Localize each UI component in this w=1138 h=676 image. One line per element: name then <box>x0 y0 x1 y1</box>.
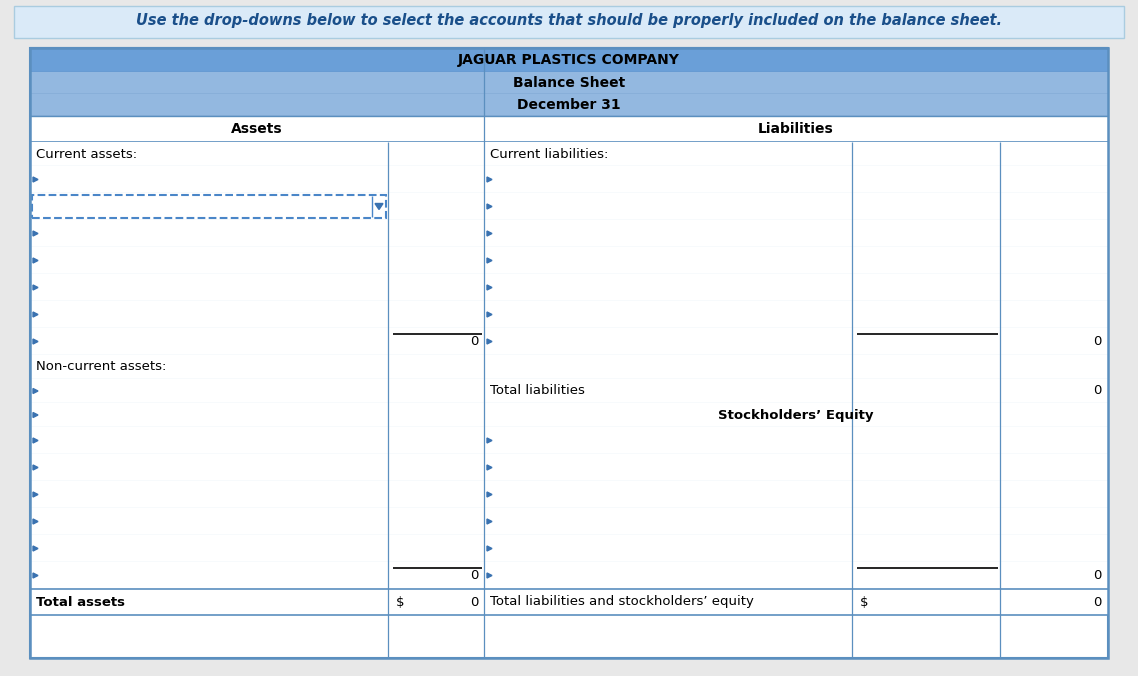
Text: 0: 0 <box>471 335 479 348</box>
Polygon shape <box>33 546 38 551</box>
Polygon shape <box>487 204 492 209</box>
Polygon shape <box>33 177 38 182</box>
Polygon shape <box>487 519 492 524</box>
Text: Current assets:: Current assets: <box>36 147 137 160</box>
Polygon shape <box>487 285 492 290</box>
Text: 0: 0 <box>1094 385 1102 397</box>
Text: $: $ <box>396 596 404 608</box>
Polygon shape <box>487 177 492 182</box>
Text: Current liabilities:: Current liabilities: <box>490 147 609 160</box>
FancyBboxPatch shape <box>30 48 1108 72</box>
Polygon shape <box>487 465 492 470</box>
Text: Stockholders’ Equity: Stockholders’ Equity <box>718 408 874 422</box>
Polygon shape <box>487 339 492 344</box>
Text: 0: 0 <box>1094 569 1102 582</box>
FancyBboxPatch shape <box>30 193 1108 220</box>
FancyBboxPatch shape <box>30 355 1108 379</box>
FancyBboxPatch shape <box>30 535 1108 562</box>
FancyBboxPatch shape <box>14 6 1124 38</box>
FancyBboxPatch shape <box>30 301 1108 328</box>
Text: Balance Sheet: Balance Sheet <box>513 76 625 90</box>
Text: Liabilities: Liabilities <box>758 122 834 136</box>
FancyBboxPatch shape <box>30 142 1108 166</box>
Text: 0: 0 <box>471 596 479 608</box>
Polygon shape <box>33 312 38 317</box>
Polygon shape <box>487 438 492 443</box>
Text: 0: 0 <box>1094 596 1102 608</box>
FancyBboxPatch shape <box>30 454 1108 481</box>
Polygon shape <box>33 231 38 236</box>
FancyBboxPatch shape <box>30 589 1108 615</box>
Polygon shape <box>33 389 38 393</box>
Polygon shape <box>33 465 38 470</box>
Polygon shape <box>33 438 38 443</box>
FancyBboxPatch shape <box>30 508 1108 535</box>
FancyBboxPatch shape <box>30 274 1108 301</box>
FancyBboxPatch shape <box>32 195 386 218</box>
Polygon shape <box>33 573 38 578</box>
Polygon shape <box>487 258 492 263</box>
FancyBboxPatch shape <box>30 481 1108 508</box>
Text: Assets: Assets <box>231 122 283 136</box>
Polygon shape <box>33 492 38 497</box>
FancyBboxPatch shape <box>30 94 1108 116</box>
FancyBboxPatch shape <box>30 562 1108 589</box>
Text: Non-current assets:: Non-current assets: <box>36 360 166 374</box>
FancyBboxPatch shape <box>30 72 1108 94</box>
FancyBboxPatch shape <box>30 48 1108 658</box>
Text: Use the drop-downs below to select the accounts that should be properly included: Use the drop-downs below to select the a… <box>137 12 1001 28</box>
Polygon shape <box>33 258 38 263</box>
FancyBboxPatch shape <box>30 403 1108 427</box>
Text: 0: 0 <box>1094 335 1102 348</box>
Polygon shape <box>33 285 38 290</box>
FancyBboxPatch shape <box>30 427 1108 454</box>
Text: December 31: December 31 <box>517 98 621 112</box>
FancyBboxPatch shape <box>30 166 1108 193</box>
FancyBboxPatch shape <box>30 247 1108 274</box>
Polygon shape <box>33 339 38 344</box>
Polygon shape <box>487 573 492 578</box>
Polygon shape <box>487 231 492 236</box>
Polygon shape <box>33 519 38 524</box>
Polygon shape <box>33 412 38 418</box>
Polygon shape <box>376 203 384 210</box>
Text: JAGUAR PLASTICS COMPANY: JAGUAR PLASTICS COMPANY <box>459 53 679 67</box>
FancyBboxPatch shape <box>30 379 1108 403</box>
Polygon shape <box>487 546 492 551</box>
Polygon shape <box>487 492 492 497</box>
Text: 0: 0 <box>471 569 479 582</box>
FancyBboxPatch shape <box>30 328 1108 355</box>
FancyBboxPatch shape <box>30 116 1108 142</box>
Text: Total assets: Total assets <box>36 596 125 608</box>
Polygon shape <box>487 312 492 317</box>
Text: $: $ <box>860 596 868 608</box>
Text: Total liabilities and stockholders’ equity: Total liabilities and stockholders’ equi… <box>490 596 753 608</box>
FancyBboxPatch shape <box>30 220 1108 247</box>
Text: Total liabilities: Total liabilities <box>490 385 585 397</box>
